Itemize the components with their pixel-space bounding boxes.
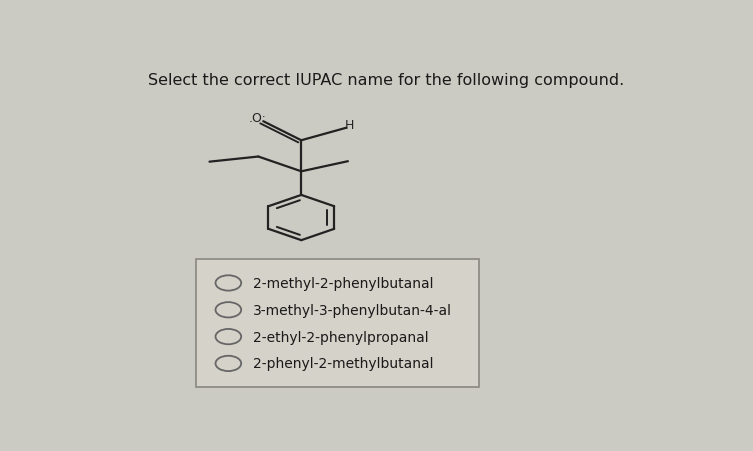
Text: Select the correct IUPAC name for the following compound.: Select the correct IUPAC name for the fo… xyxy=(148,73,624,88)
FancyBboxPatch shape xyxy=(197,259,479,387)
Text: 2-ethyl-2-phenylpropanal: 2-ethyl-2-phenylpropanal xyxy=(253,330,428,344)
Text: H: H xyxy=(344,119,354,132)
Text: 2-phenyl-2-methylbutanal: 2-phenyl-2-methylbutanal xyxy=(253,357,434,371)
Text: .O:: .O: xyxy=(248,112,267,125)
Text: 3-methyl-3-phenylbutan-4-al: 3-methyl-3-phenylbutan-4-al xyxy=(253,303,452,317)
Text: 2-methyl-2-phenylbutanal: 2-methyl-2-phenylbutanal xyxy=(253,276,434,290)
